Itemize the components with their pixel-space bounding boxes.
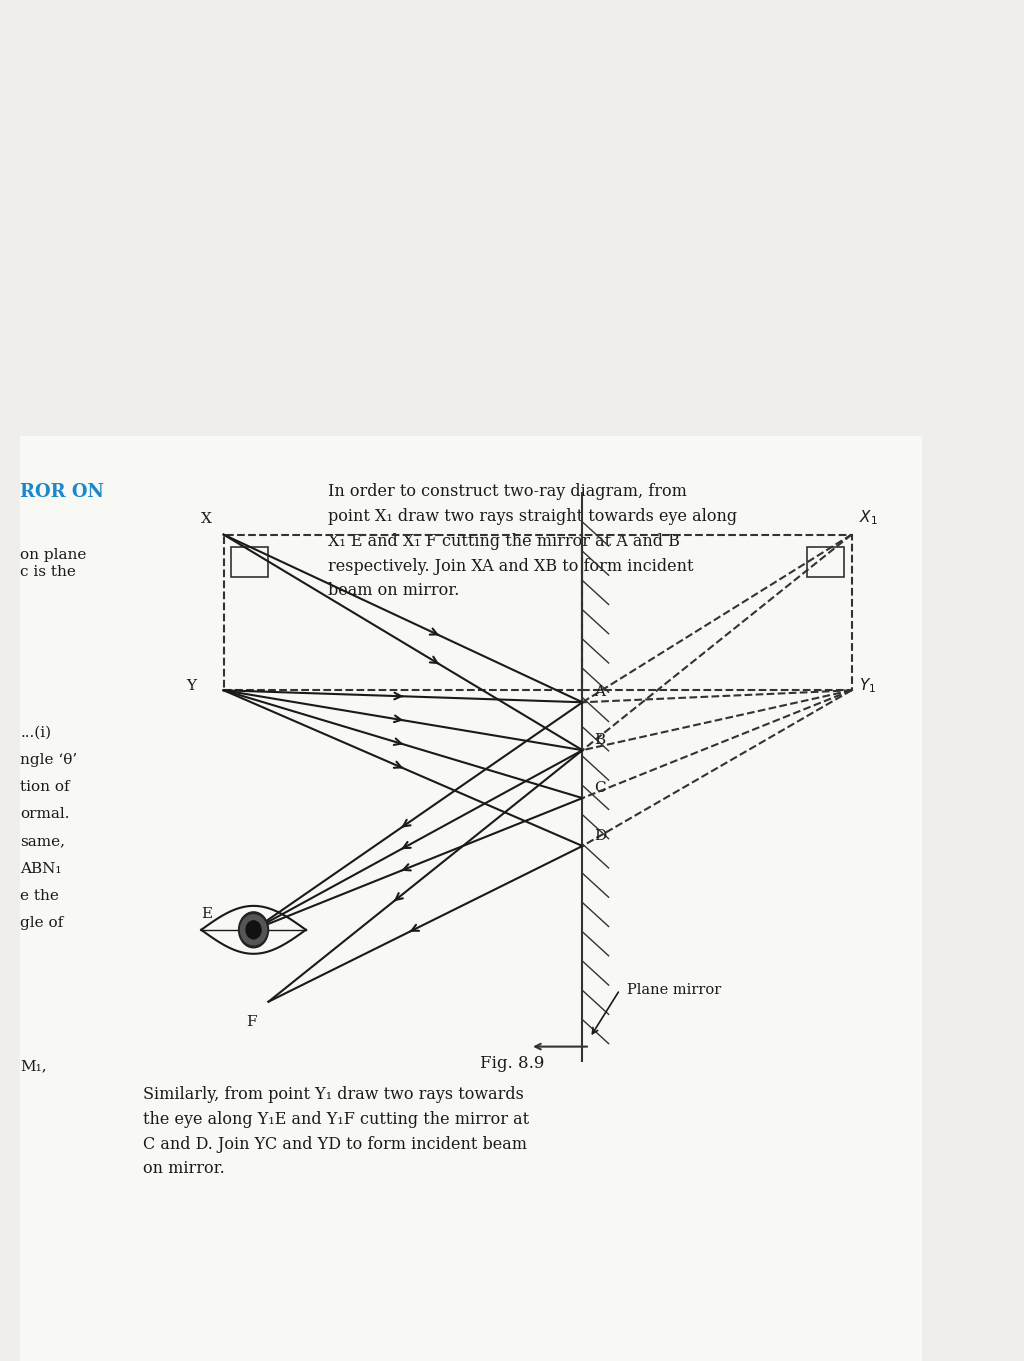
Text: on plane
c is the: on plane c is the xyxy=(20,548,87,578)
Bar xyxy=(231,547,268,577)
Text: C: C xyxy=(594,781,605,795)
Text: F: F xyxy=(246,1015,257,1029)
Bar xyxy=(583,535,852,690)
Ellipse shape xyxy=(246,921,261,939)
Text: gle of: gle of xyxy=(20,916,63,930)
Ellipse shape xyxy=(239,912,268,947)
Text: $X_1$: $X_1$ xyxy=(859,509,878,527)
Text: M₁,: M₁, xyxy=(20,1059,47,1072)
Text: $Y_1$: $Y_1$ xyxy=(859,676,877,695)
Text: ABN₁: ABN₁ xyxy=(20,862,62,875)
Text: Plane mirror: Plane mirror xyxy=(628,983,722,996)
Text: In order to construct two-ray diagram, from
point X₁ draw two rays straight towa: In order to construct two-ray diagram, f… xyxy=(328,483,737,599)
Bar xyxy=(807,547,844,577)
Text: ROR ON: ROR ON xyxy=(20,483,104,501)
Text: X: X xyxy=(201,512,212,525)
Text: A: A xyxy=(594,686,604,700)
Bar xyxy=(223,535,583,690)
Text: Y: Y xyxy=(186,679,197,693)
Text: E: E xyxy=(201,906,212,921)
Text: B: B xyxy=(594,734,605,747)
Text: Fig. 8.9: Fig. 8.9 xyxy=(480,1055,544,1071)
Text: ...(i): ...(i) xyxy=(20,725,51,739)
Ellipse shape xyxy=(241,915,266,945)
Text: same,: same, xyxy=(20,834,66,848)
Text: tion of: tion of xyxy=(20,780,70,793)
Text: e the: e the xyxy=(20,889,59,902)
Text: ormal.: ormal. xyxy=(20,807,70,821)
Text: ngle ‘θ’: ngle ‘θ’ xyxy=(20,753,78,766)
Text: Similarly, from point Y₁ draw two rays towards
the eye along Y₁E and Y₁F cutting: Similarly, from point Y₁ draw two rays t… xyxy=(143,1086,529,1177)
FancyBboxPatch shape xyxy=(20,436,922,1361)
Text: D: D xyxy=(594,829,606,842)
